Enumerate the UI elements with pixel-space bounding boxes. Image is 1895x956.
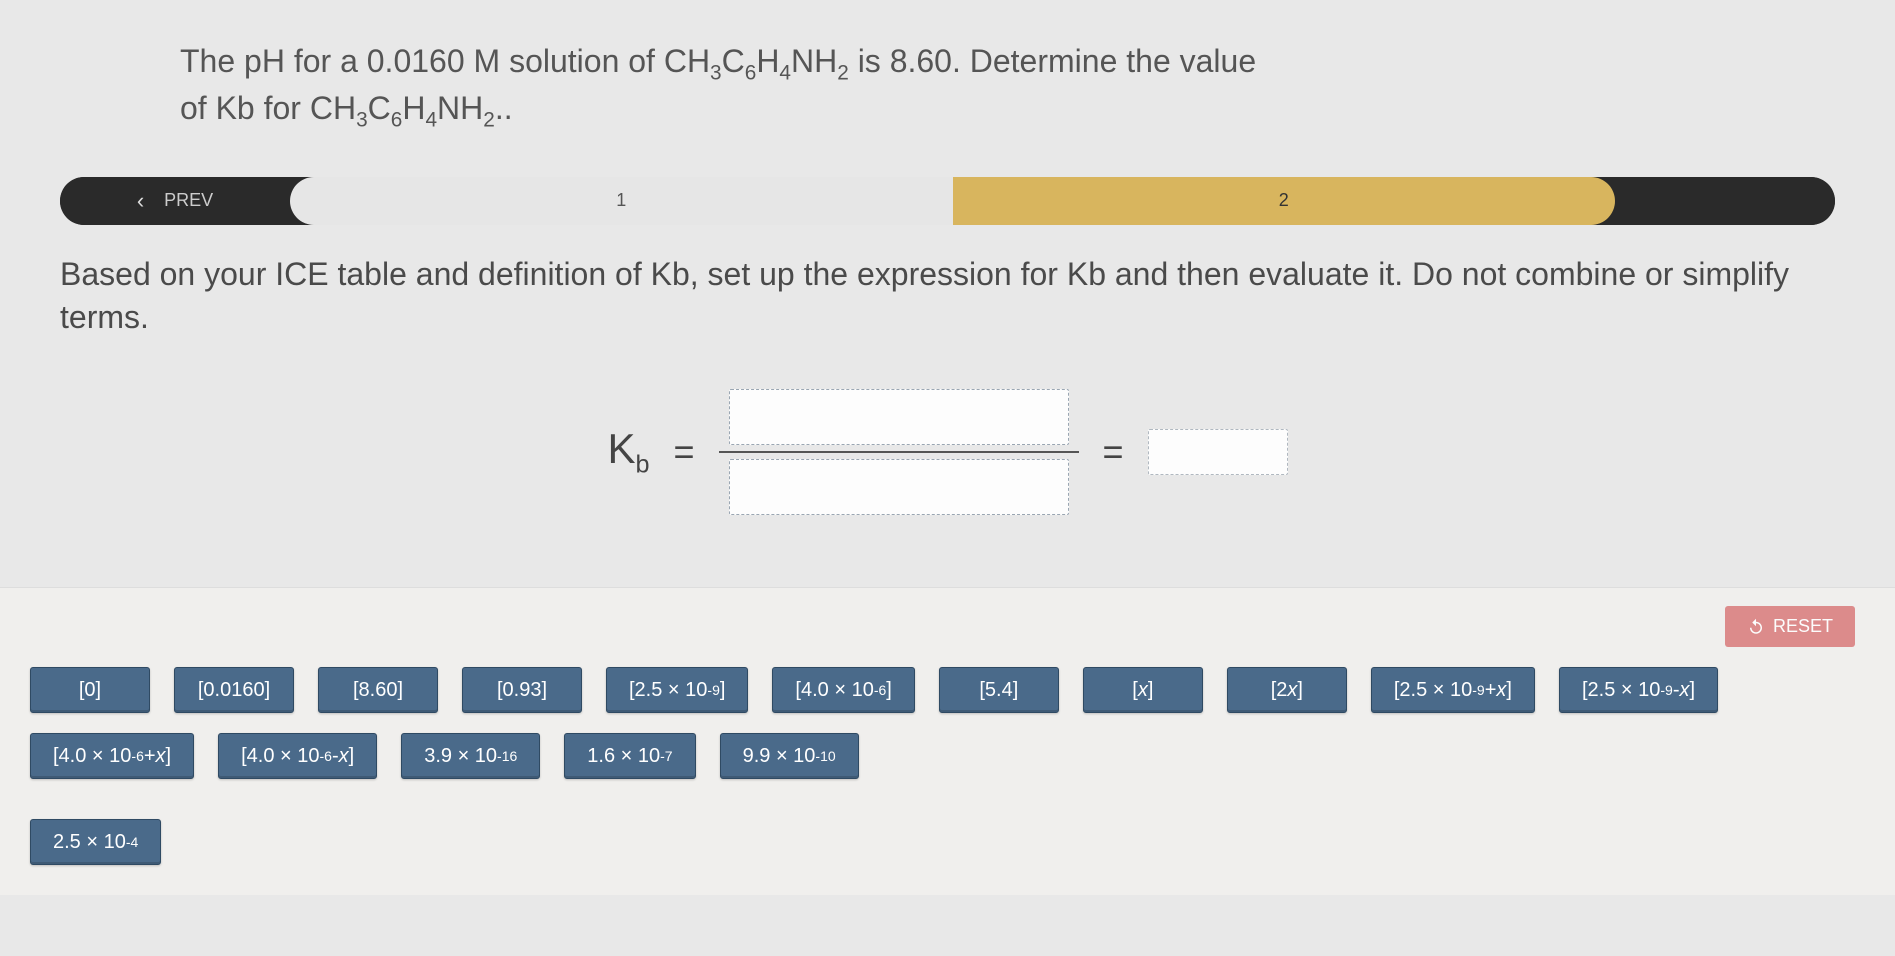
equation-row: Kb = =: [60, 389, 1835, 515]
tile-4-0e-6-plus-x[interactable]: [4.0 × 10-6 + x]: [30, 733, 194, 779]
instruction-text: Based on your ICE table and definition o…: [60, 253, 1835, 339]
tiles-row: [0] [0.0160] [8.60] [0.93] [2.5 × 10-9] …: [30, 667, 1865, 865]
tile-9-9e-10[interactable]: 9.9 × 10-10: [720, 733, 859, 779]
step-nav: ‹ PREV 1 2: [60, 177, 1835, 225]
tile-4-0e-6[interactable]: [4.0 × 10-6]: [772, 667, 914, 713]
fraction-line: [719, 451, 1079, 453]
tile-x[interactable]: [x]: [1083, 667, 1203, 713]
tile-3-9e-16[interactable]: 3.9 × 10-16: [401, 733, 540, 779]
result-slot[interactable]: [1148, 429, 1288, 475]
tiles-area: RESET [0] [0.0160] [8.60] [0.93] [2.5 × …: [0, 587, 1895, 895]
numerator-slot[interactable]: [729, 389, 1069, 445]
step-1-tab[interactable]: 1: [290, 177, 953, 225]
equals-1: =: [673, 431, 694, 473]
tile-0-0160[interactable]: [0.0160]: [174, 667, 294, 713]
chevron-left-icon: ‹: [137, 188, 144, 214]
tile-2-5e-9-plus-x[interactable]: [2.5 × 10-9 + x]: [1371, 667, 1535, 713]
tile-2-5e-9-minus-x[interactable]: [2.5 × 10-9 - x]: [1559, 667, 1718, 713]
tile-zero[interactable]: [0]: [30, 667, 150, 713]
tile-1-6e-7[interactable]: 1.6 × 10-7: [564, 733, 695, 779]
tile-2-5e-4[interactable]: 2.5 × 10-4: [30, 819, 161, 865]
tile-0-93[interactable]: [0.93]: [462, 667, 582, 713]
tile-8-60[interactable]: [8.60]: [318, 667, 438, 713]
nav-right-spacer: [1615, 177, 1835, 225]
fraction: [719, 389, 1079, 515]
tile-4-0e-6-minus-x[interactable]: [4.0 × 10-6 - x]: [218, 733, 377, 779]
reset-icon: [1747, 618, 1765, 636]
reset-label: RESET: [1773, 616, 1833, 637]
reset-button[interactable]: RESET: [1725, 606, 1855, 647]
prev-button[interactable]: ‹ PREV: [60, 177, 290, 225]
step-2-tab[interactable]: 2: [953, 177, 1616, 225]
prev-label: PREV: [164, 190, 213, 211]
kb-symbol: Kb: [607, 425, 649, 479]
tile-2-5e-9[interactable]: [2.5 × 10-9]: [606, 667, 748, 713]
denominator-slot[interactable]: [729, 459, 1069, 515]
equals-2: =: [1103, 431, 1124, 473]
tile-2x[interactable]: [2x]: [1227, 667, 1347, 713]
tile-5-4[interactable]: [5.4]: [939, 667, 1059, 713]
question-text: The pH for a 0.0160 M solution of CH3C6H…: [180, 40, 1435, 135]
